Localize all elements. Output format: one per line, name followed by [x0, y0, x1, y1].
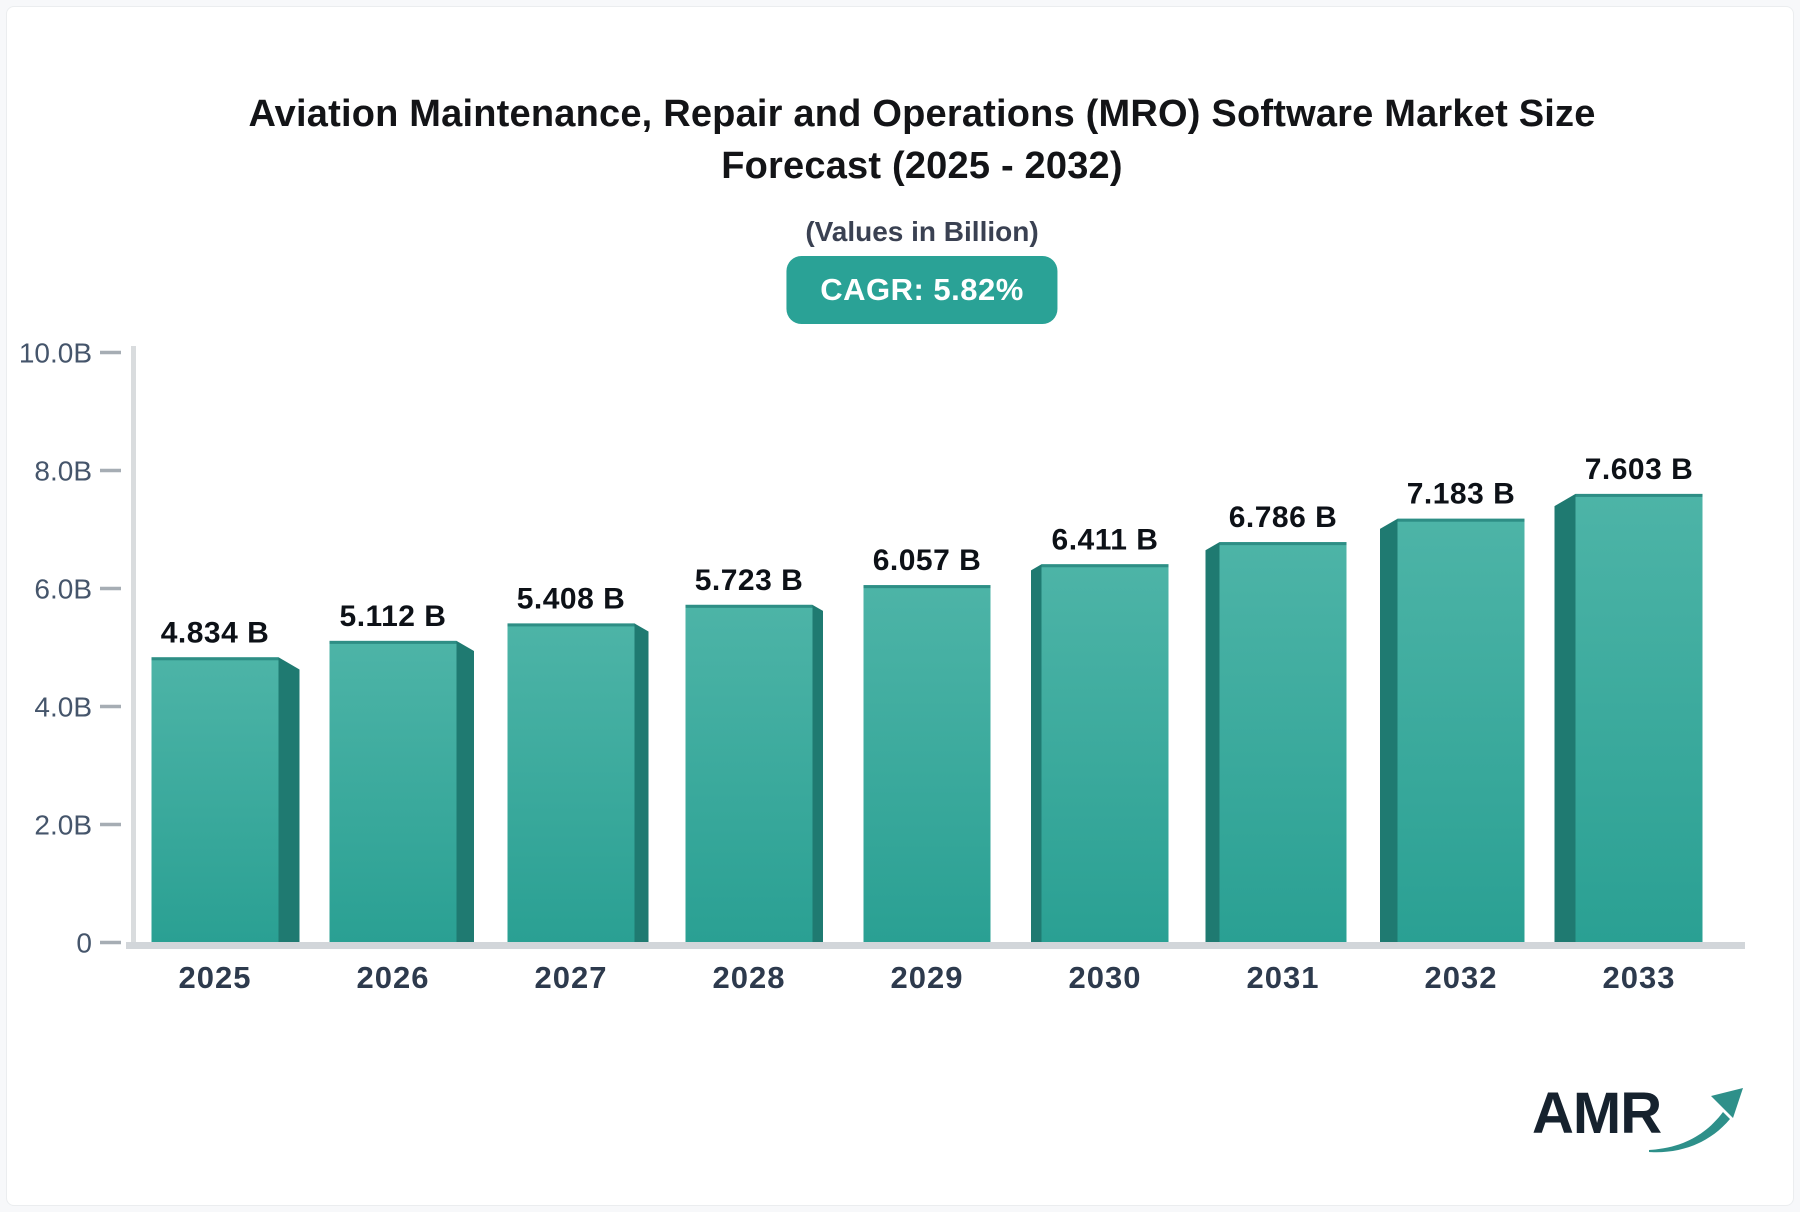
x-axis-label: 2027 — [535, 960, 608, 995]
bar-front-face — [507, 623, 635, 943]
bar-2026: 5.112 B 2026 — [329, 600, 474, 995]
bar-front-face — [151, 657, 279, 943]
bar-front-face — [1041, 564, 1169, 943]
bar-2033: 7.603 B 2033 — [1554, 453, 1703, 995]
bar-front-face — [1397, 518, 1525, 943]
y-tick-label-0: 0 — [76, 928, 92, 959]
bar-2030: 6.411 B 2030 — [1031, 523, 1169, 995]
bar-top-edge — [507, 623, 635, 627]
bar-top-edge — [1219, 542, 1347, 546]
bar-2032: 7.183 B 2032 — [1380, 478, 1525, 995]
x-axis-label: 2032 — [1425, 960, 1498, 995]
bar-front-face — [329, 640, 457, 943]
x-axis-label: 2026 — [357, 960, 430, 995]
bar-side-face — [812, 604, 823, 943]
bar-value-label: 4.834 B — [161, 616, 270, 649]
bar-front-face — [1575, 493, 1703, 943]
bar-top-edge — [151, 657, 279, 661]
bar-side-face — [634, 623, 649, 943]
cagr-badge: CAGR: 5.82% — [786, 256, 1058, 324]
bar-value-label: 7.603 B — [1585, 453, 1694, 486]
bar-side-face — [1205, 542, 1220, 943]
bar-2031: 6.786 B 2031 — [1205, 501, 1347, 995]
bar-side-face — [456, 640, 474, 943]
bar-value-label: 5.408 B — [517, 582, 626, 615]
bar-side-face — [1554, 493, 1576, 943]
bar-side-face — [1380, 518, 1398, 943]
bar-front-face — [863, 585, 991, 943]
chart-subtitle: (Values in Billion) — [805, 216, 1039, 247]
amr-logo: AMR — [1532, 1082, 1751, 1158]
chart-header: Aviation Maintenance, Repair and Operati… — [248, 88, 1595, 324]
y-tick-label-10.0B: 10.0B — [19, 338, 92, 369]
y-tick-label-4.0B: 4.0B — [34, 692, 92, 723]
bar-value-label: 7.183 B — [1407, 478, 1516, 511]
bar-top-edge — [685, 604, 813, 608]
x-axis-label: 2028 — [713, 960, 786, 995]
y-tick-label-2.0B: 2.0B — [34, 810, 92, 841]
y-tick-label-8.0B: 8.0B — [34, 456, 92, 487]
y-tick-label-6.0B: 6.0B — [34, 574, 92, 605]
bar-front-face — [685, 604, 813, 943]
x-axis-label: 2029 — [891, 960, 964, 995]
bar-top-edge — [1041, 564, 1169, 568]
amr-logo-text: AMR — [1532, 1081, 1662, 1146]
bar-top-edge — [1575, 493, 1703, 497]
chart-title-line-2: Forecast (2025 - 2032) — [721, 145, 1123, 187]
x-axis-label: 2031 — [1247, 960, 1320, 995]
x-axis-label: 2030 — [1069, 960, 1142, 995]
bar-2025: 4.834 B 2025 — [151, 616, 300, 995]
x-axis-label: 2033 — [1603, 960, 1676, 995]
bar-2029: 6.057 B 2029 — [863, 544, 991, 995]
bar-top-edge — [863, 585, 991, 589]
growth-arrow-icon — [1649, 1088, 1744, 1153]
bar-value-label: 6.786 B — [1229, 501, 1338, 534]
bar-top-edge — [329, 640, 457, 644]
bar-value-label: 5.723 B — [695, 564, 804, 597]
bar-side-face — [278, 657, 300, 943]
bar-value-label: 6.057 B — [873, 544, 982, 577]
bar-2027: 5.408 B 2027 — [507, 582, 649, 995]
bar-front-face — [1219, 542, 1347, 943]
bar-top-edge — [1397, 518, 1525, 522]
bar-value-label: 5.112 B — [340, 600, 447, 633]
bar-2028: 5.723 B 2028 — [685, 564, 823, 995]
bar-value-label: 6.411 B — [1052, 523, 1159, 556]
chart-title-line-1: Aviation Maintenance, Repair and Operati… — [248, 93, 1596, 135]
x-axis-label: 2025 — [179, 960, 252, 995]
bar-side-face — [1031, 564, 1042, 943]
